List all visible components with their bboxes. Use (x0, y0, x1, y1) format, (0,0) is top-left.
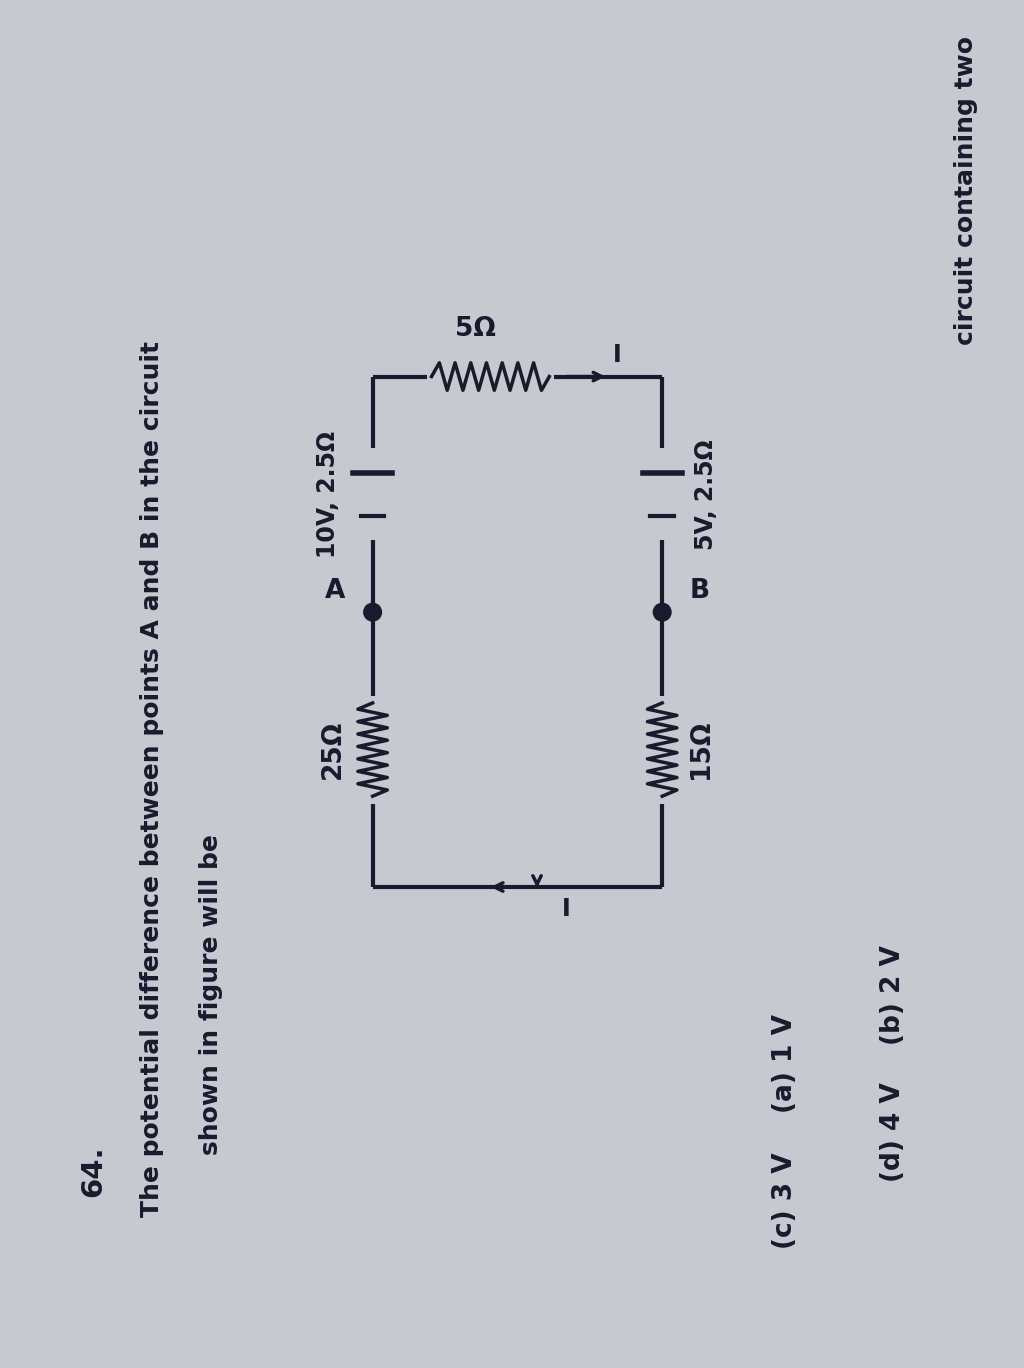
Text: A: A (325, 579, 345, 605)
Circle shape (653, 603, 671, 621)
Text: I: I (561, 897, 570, 921)
Text: 25Ω: 25Ω (321, 720, 346, 780)
Text: 15Ω: 15Ω (688, 720, 715, 780)
Text: 10V, 2.5Ω: 10V, 2.5Ω (316, 431, 340, 558)
Text: (c) 3 V: (c) 3 V (772, 1153, 798, 1249)
Text: circuit containing two: circuit containing two (954, 36, 979, 345)
Text: 64.: 64. (79, 1146, 106, 1197)
Text: The potential difference between points A and B in the circuit: The potential difference between points … (139, 341, 164, 1218)
Text: 5Ω: 5Ω (456, 316, 496, 342)
Text: (d) 4 V: (d) 4 V (880, 1082, 906, 1182)
Text: B: B (690, 579, 710, 605)
Text: shown in figure will be: shown in figure will be (199, 834, 222, 1156)
Text: I: I (613, 343, 622, 367)
Text: (b) 2 V: (b) 2 V (880, 945, 906, 1045)
Circle shape (364, 603, 382, 621)
Text: (a) 1 V: (a) 1 V (772, 1014, 798, 1114)
Text: 5V, 2.5Ω: 5V, 2.5Ω (694, 439, 719, 550)
